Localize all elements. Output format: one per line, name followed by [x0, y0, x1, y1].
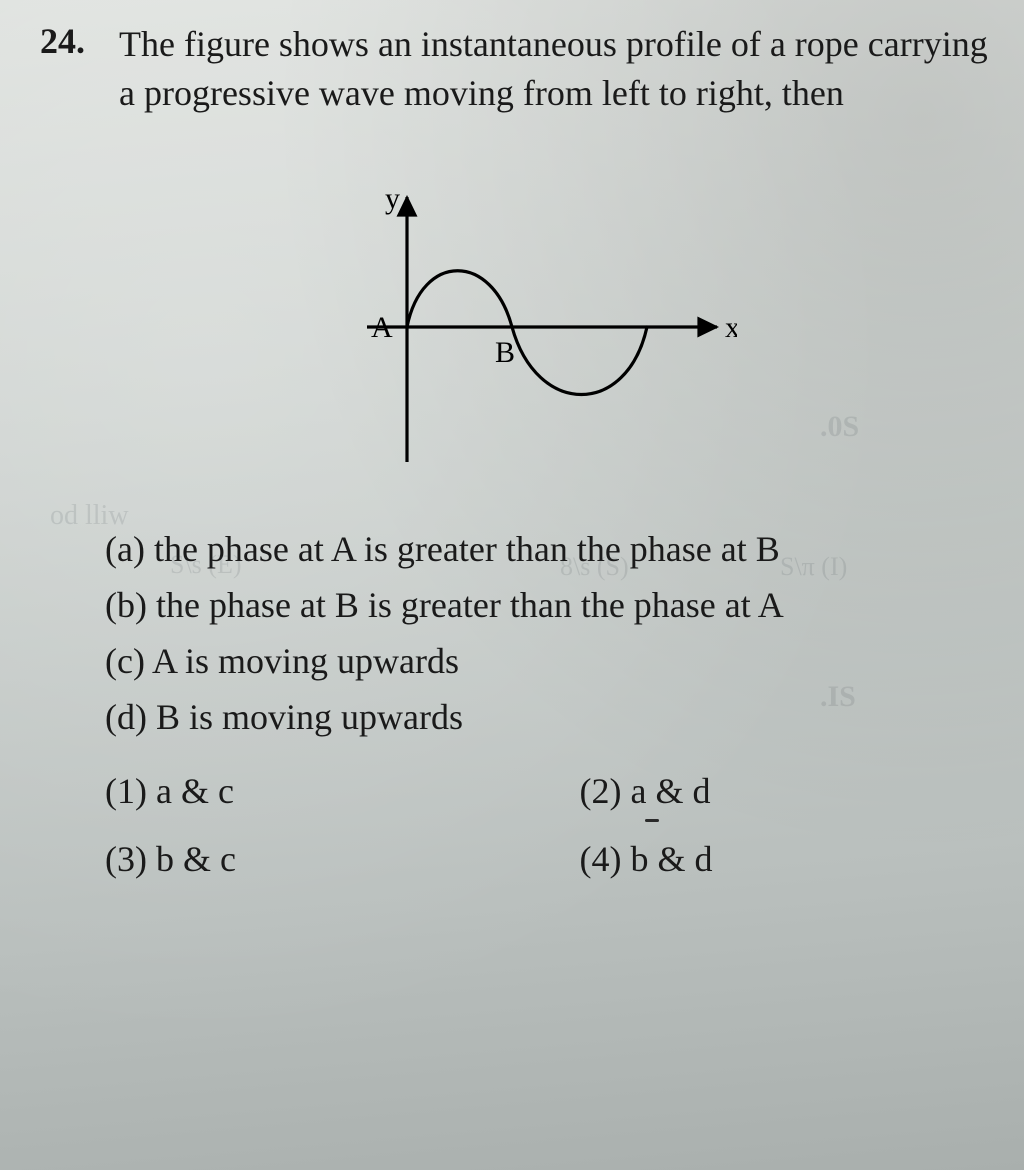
statements-block: (a) the phase at A is greater than the p… [105, 522, 994, 745]
options-grid: (1) a & c (2) a & d (3) b & c (4) b & d [105, 763, 994, 888]
diagram-container: y x A B [40, 172, 994, 472]
option-1: (1) a & c [105, 763, 520, 821]
statement-d: (d) B is moving upwards [105, 690, 994, 746]
scanned-page: od lliw .0S .IS S\s (E) 8\s (S) S\π (I) … [0, 0, 1024, 1170]
svg-text:y: y [385, 182, 400, 215]
option-2: (2) a & d [580, 763, 995, 821]
statement-c: (c) A is moving upwards [105, 634, 994, 690]
statement-b: (b) the phase at B is greater than the p… [105, 578, 994, 634]
statement-a: (a) the phase at A is greater than the p… [105, 522, 994, 578]
option-4: (4) b & d [580, 831, 995, 889]
svg-text:x: x [725, 311, 737, 344]
svg-text:A: A [371, 311, 393, 344]
wave-diagram: y x A B [297, 172, 737, 472]
question-number: 24. [40, 20, 95, 117]
question-text: The figure shows an instantaneous profil… [119, 20, 994, 117]
svg-text:B: B [495, 336, 515, 369]
option-3: (3) b & c [105, 831, 520, 889]
option-2-text: (2) a & d [580, 763, 711, 821]
question-row: 24. The figure shows an instantaneous pr… [40, 20, 994, 117]
